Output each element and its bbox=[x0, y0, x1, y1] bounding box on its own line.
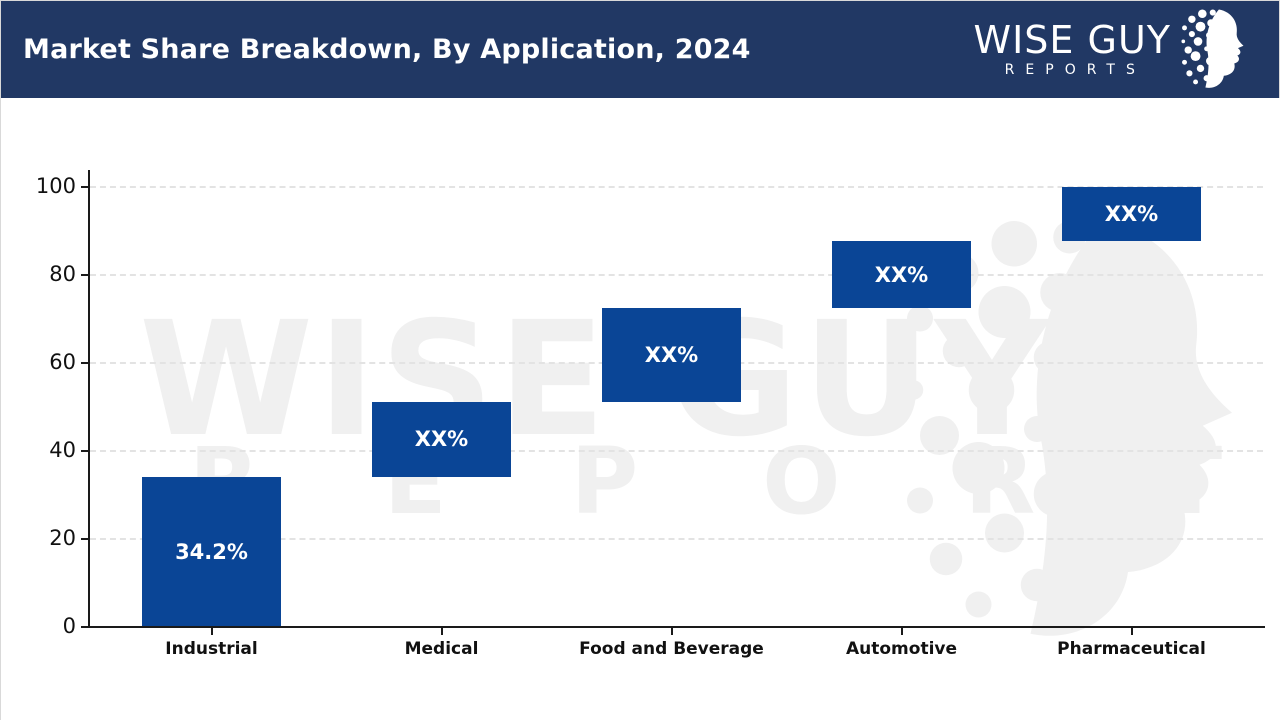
gridline-40 bbox=[90, 450, 1263, 452]
page-title: Market Share Breakdown, By Application, … bbox=[23, 34, 751, 65]
y-tick-label-100: 100 bbox=[35, 174, 76, 198]
bar-automotive: XX% bbox=[832, 241, 971, 308]
x-label-medical: Medical bbox=[404, 639, 479, 659]
y-axis bbox=[88, 170, 90, 628]
x-axis bbox=[88, 626, 1265, 628]
y-tick-20 bbox=[81, 538, 88, 540]
bar-industrial: 34.2% bbox=[142, 476, 281, 627]
x-tick-4 bbox=[900, 628, 903, 635]
bar-value-label: XX% bbox=[1104, 202, 1159, 227]
gridline-80 bbox=[90, 274, 1263, 276]
y-tick-label-60: 60 bbox=[49, 350, 76, 374]
y-tick-label-40: 40 bbox=[49, 438, 76, 462]
watermark-head-icon bbox=[903, 221, 1232, 636]
bar-value-label: XX% bbox=[874, 262, 929, 287]
x-tick-2 bbox=[440, 628, 443, 635]
x-tick-5 bbox=[1130, 628, 1133, 635]
y-tick-100 bbox=[81, 186, 88, 188]
y-tick-80 bbox=[81, 274, 88, 276]
x-label-pharmaceutical: Pharmaceutical bbox=[1057, 639, 1206, 659]
x-label-automotive: Automotive bbox=[845, 639, 958, 659]
wise-guy-logo: WISE GUY REPORTS bbox=[974, 7, 1251, 93]
x-label-industrial: Industrial bbox=[165, 639, 258, 659]
x-label-food-and-beverage: Food and Beverage bbox=[579, 639, 764, 659]
bar-medical: XX% bbox=[372, 401, 511, 477]
bar-value-label: XX% bbox=[644, 342, 699, 367]
logo-subtitle: REPORTS bbox=[1004, 62, 1146, 78]
y-tick-label-80: 80 bbox=[49, 262, 76, 286]
header-bar: Market Share Breakdown, By Application, … bbox=[1, 1, 1279, 98]
logo-wordmark: WISE GUY bbox=[973, 18, 1171, 62]
y-tick-60 bbox=[81, 362, 88, 364]
dotted-head-icon bbox=[1181, 8, 1244, 88]
bar-value-label: 34.2% bbox=[175, 539, 248, 564]
y-tick-label-20: 20 bbox=[49, 526, 76, 550]
waterfall-chart: WISE GUY R E P O R T S 02040608010034.2%… bbox=[1, 98, 1280, 720]
y-tick-40 bbox=[81, 450, 88, 452]
bar-value-label: XX% bbox=[414, 427, 469, 452]
x-tick-1 bbox=[210, 628, 213, 635]
bar-pharmaceutical: XX% bbox=[1062, 187, 1201, 242]
y-tick-0 bbox=[81, 626, 88, 628]
gridline-100 bbox=[90, 186, 1263, 188]
gridline-20 bbox=[90, 538, 1263, 540]
y-tick-label-0: 0 bbox=[62, 614, 76, 638]
watermark-wordmark: WISE GUY bbox=[139, 288, 1054, 472]
x-tick-3 bbox=[670, 628, 673, 635]
bar-food-and-beverage: XX% bbox=[602, 308, 741, 402]
